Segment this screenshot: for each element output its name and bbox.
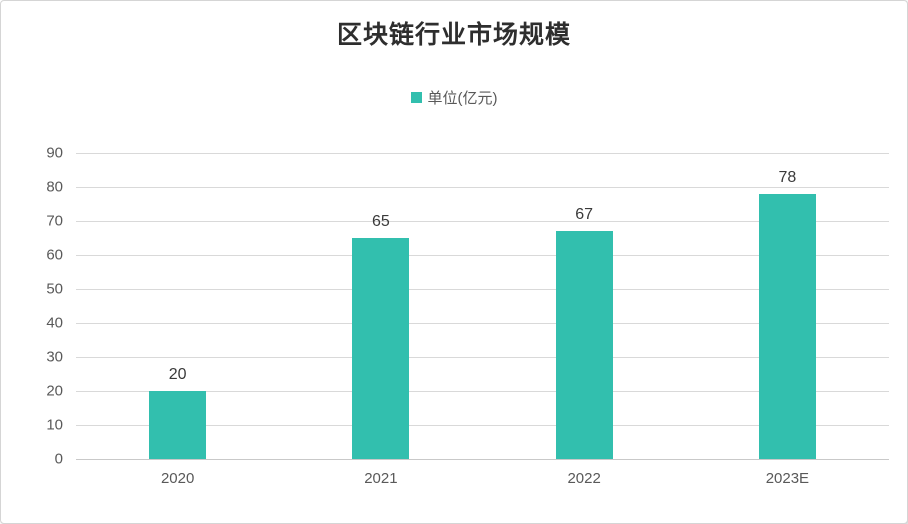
- legend-label: 单位(亿元): [427, 90, 498, 107]
- bar-2021: 65: [352, 213, 410, 459]
- y-tick-label: 80: [46, 178, 63, 196]
- y-tick-label: 70: [46, 212, 63, 230]
- plot-area: 20 65 67 78: [76, 153, 889, 460]
- y-tick-label: 0: [54, 450, 63, 468]
- gridline: [76, 220, 889, 222]
- bar-value-label: 78: [778, 168, 797, 186]
- x-tick-label: 2023E: [765, 470, 810, 487]
- bar-slot: 65: [279, 153, 482, 459]
- bar-2020: 20: [149, 366, 207, 459]
- gridline: [76, 255, 889, 256]
- gridline: [76, 186, 889, 188]
- y-tick-label: 30: [46, 348, 63, 366]
- bar-value-label: 67: [575, 206, 594, 224]
- bar-slot: 20: [76, 153, 279, 459]
- y-axis-labels: 0 10 20 30 40 50 60 70 80 90: [1, 145, 63, 468]
- bar-value-label: 65: [371, 213, 390, 230]
- bars-layer: 20 65 67 78: [76, 153, 889, 459]
- y-tick-label: 20: [46, 382, 63, 400]
- y-tick-label: 90: [46, 144, 63, 162]
- bar-slot: 78: [686, 153, 889, 459]
- x-axis-line: [76, 459, 889, 460]
- legend-swatch-icon: [410, 92, 422, 103]
- bar-2023E: 78: [758, 169, 816, 459]
- gridline: [76, 288, 889, 290]
- gridline: [76, 323, 889, 324]
- legend: 单位(亿元): [1, 87, 907, 108]
- bar-value-label: 20: [168, 366, 187, 384]
- y-tick-label: 40: [46, 314, 63, 332]
- gridline: [76, 391, 889, 392]
- x-tick-label: 2020: [160, 470, 195, 487]
- y-tick-label: 50: [46, 280, 63, 298]
- gridline: [76, 424, 889, 426]
- chart-title: 区块链行业市场规模: [336, 21, 571, 49]
- x-tick-label: 2022: [567, 470, 601, 487]
- gridline: [76, 153, 889, 154]
- x-axis-labels: 2020 2021 2022 2023E: [76, 470, 889, 492]
- y-tick-label: 60: [46, 246, 63, 264]
- gridline: [76, 357, 889, 358]
- y-tick-label: 10: [46, 416, 63, 434]
- x-tick-label: 2021: [364, 470, 398, 487]
- bar-slot: 67: [483, 153, 686, 459]
- bar-2022: 67: [555, 206, 613, 459]
